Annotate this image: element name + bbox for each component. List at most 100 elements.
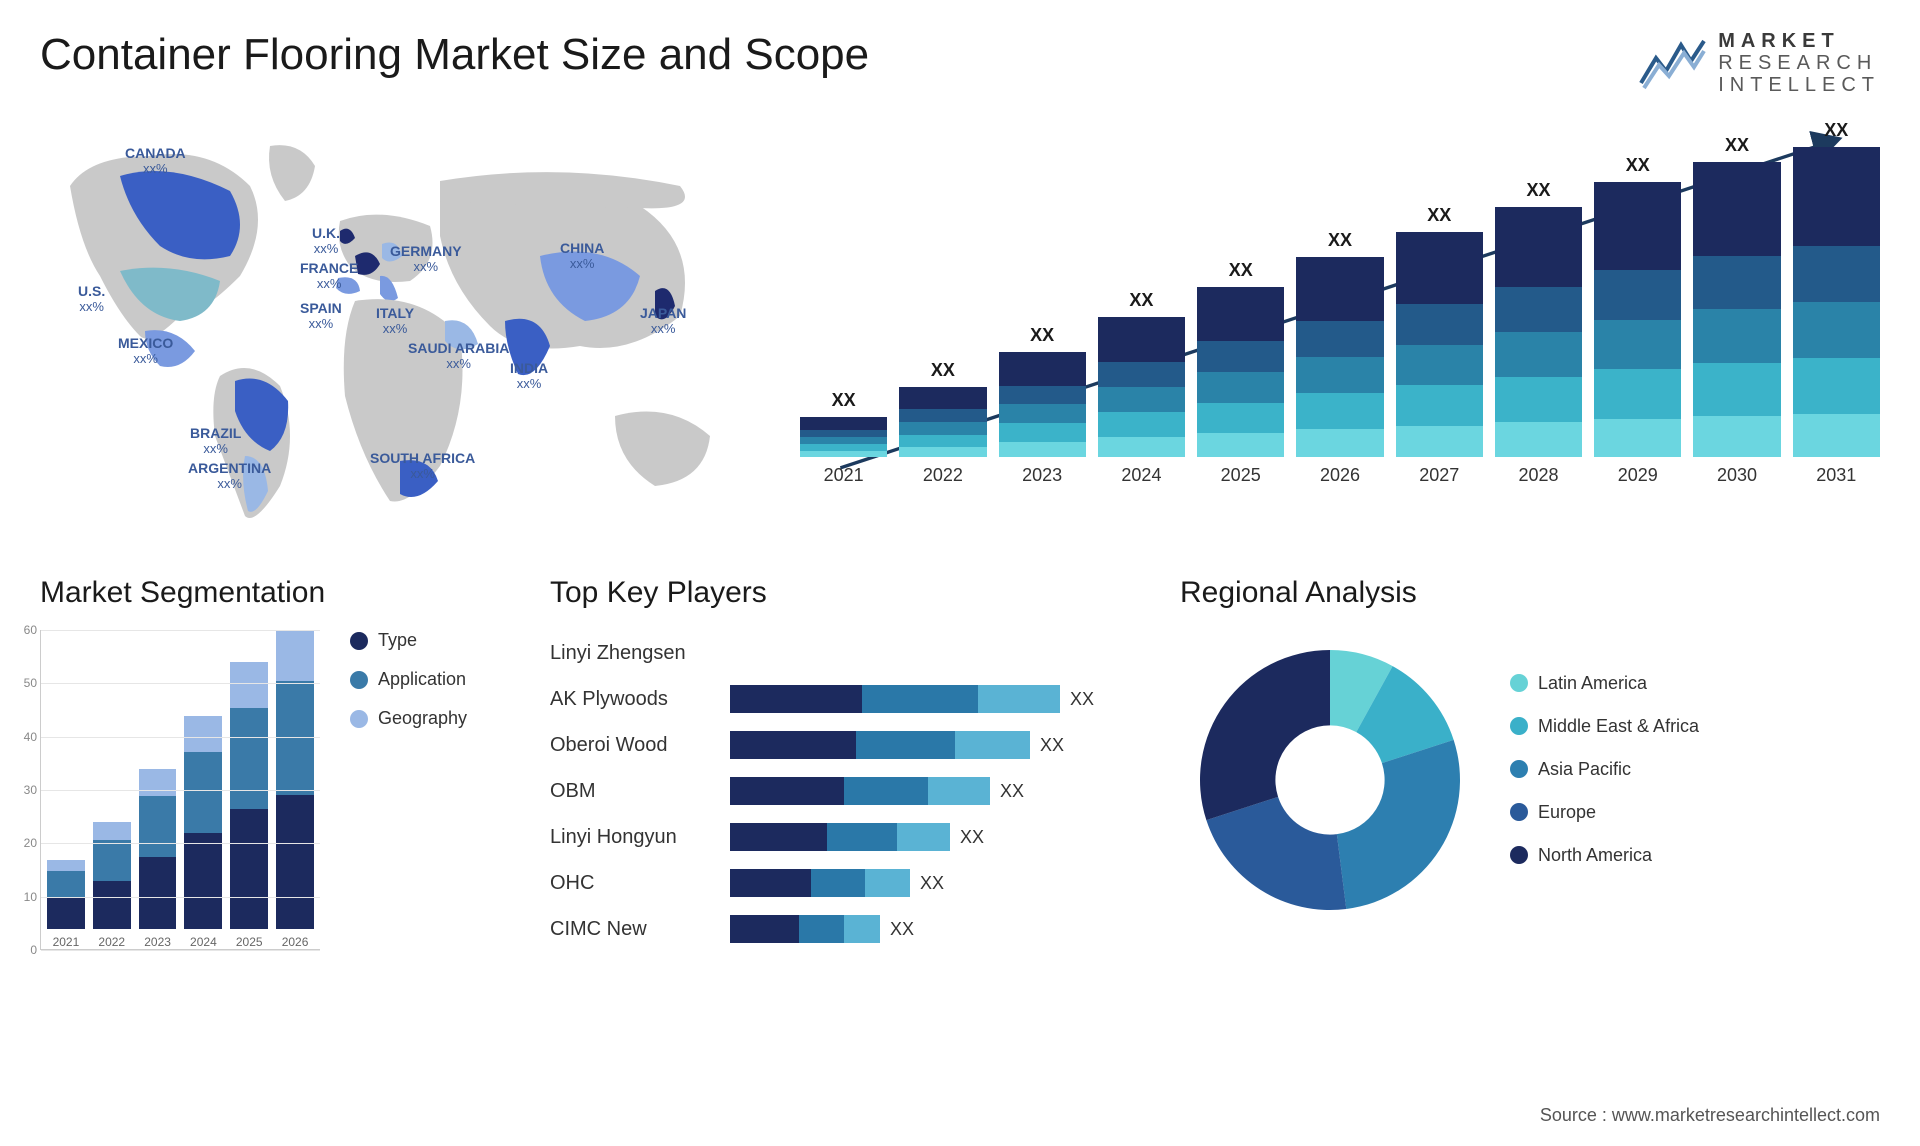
player-bar-row: XX	[730, 676, 1130, 722]
regional-legend-item: Europe	[1510, 802, 1699, 823]
legend-dot	[1510, 846, 1528, 864]
seg-ytick: 20	[24, 836, 37, 850]
players-labels: Linyi ZhengsenAK PlywoodsOberoi WoodOBML…	[550, 630, 730, 952]
map-label-argentina: ARGENTINAxx%	[188, 461, 271, 492]
growth-bar-2027: XX 2027	[1396, 205, 1483, 486]
seg-year-label: 2022	[98, 935, 125, 949]
legend-dot	[350, 632, 368, 650]
growth-year-label: 2024	[1121, 465, 1161, 486]
legend-label: Europe	[1538, 802, 1596, 823]
legend-label: Geography	[378, 708, 467, 729]
player-value: XX	[890, 919, 914, 940]
seg-ytick: 10	[24, 890, 37, 904]
segmentation-legend: Type Application Geography	[350, 630, 467, 950]
seg-ytick: 0	[30, 943, 37, 957]
growth-year-label: 2027	[1419, 465, 1459, 486]
seg-bar-2025: 2025	[230, 662, 268, 949]
legend-label: North America	[1538, 845, 1652, 866]
segmentation-title: Market Segmentation	[40, 576, 500, 610]
seg-bar-2021: 2021	[47, 860, 85, 949]
regional-title: Regional Analysis	[1180, 576, 1880, 610]
player-name: AK Plywoods	[550, 676, 730, 722]
growth-bar-2030: XX2030	[1693, 135, 1780, 486]
players-title: Top Key Players	[550, 576, 1130, 610]
growth-bar-label: XX	[1427, 205, 1451, 226]
regional-donut	[1180, 630, 1480, 930]
player-value: XX	[1040, 735, 1064, 756]
growth-year-label: 2029	[1618, 465, 1658, 486]
seg-legend-item: Geography	[350, 708, 467, 729]
brand-logo: MARKET RESEARCH INTELLECT	[1636, 30, 1880, 96]
growth-bar-label: XX	[1526, 180, 1550, 201]
donut-slice	[1206, 797, 1346, 910]
seg-bar-2023: 2023	[139, 769, 177, 949]
regional-legend-item: Asia Pacific	[1510, 759, 1699, 780]
legend-dot	[1510, 803, 1528, 821]
legend-dot	[1510, 717, 1528, 735]
seg-ytick: 30	[24, 783, 37, 797]
logo-line1: MARKET	[1718, 30, 1880, 52]
map-label-canada: CANADAxx%	[125, 146, 186, 177]
growth-bar-2021: XX2021	[800, 390, 887, 486]
seg-year-label: 2024	[190, 935, 217, 949]
player-name: Linyi Zhengsen	[550, 630, 730, 676]
seg-year-label: 2026	[282, 935, 309, 949]
legend-dot	[1510, 760, 1528, 778]
growth-bar-2029: XX 2029	[1594, 155, 1681, 486]
seg-legend-item: Application	[350, 669, 467, 690]
growth-year-label: 2022	[923, 465, 963, 486]
player-name: CIMC New	[550, 906, 730, 952]
growth-bar-label: XX	[1824, 120, 1848, 141]
seg-year-label: 2021	[53, 935, 80, 949]
map-label-u.k.: U.K.xx%	[312, 226, 340, 257]
legend-label: Application	[378, 669, 466, 690]
seg-ytick: 50	[24, 676, 37, 690]
seg-ytick: 40	[24, 730, 37, 744]
regional-legend: Latin America Middle East & Africa Asia Pa…	[1510, 673, 1699, 888]
logo-icon	[1636, 33, 1706, 93]
legend-label: Middle East & Africa	[1538, 716, 1699, 737]
growth-bar-2024: XX 2024	[1098, 290, 1185, 486]
seg-year-label: 2025	[236, 935, 263, 949]
player-bar-row: XX	[730, 768, 1130, 814]
players-bars: XXXXXXXXXXXX	[730, 630, 1130, 952]
player-value: XX	[1000, 781, 1024, 802]
player-name: Oberoi Wood	[550, 722, 730, 768]
player-name: OHC	[550, 860, 730, 906]
growth-bar-label: XX	[832, 390, 856, 411]
seg-legend-item: Type	[350, 630, 467, 651]
map-label-italy: ITALYxx%	[376, 306, 414, 337]
seg-bar-2024: 2024	[184, 716, 222, 949]
growth-bar-label: XX	[1030, 325, 1054, 346]
growth-bar-2023: XX2023	[999, 325, 1086, 486]
map-label-india: INDIAxx%	[510, 361, 548, 392]
player-bar-row: XX	[730, 722, 1130, 768]
logo-line3: INTELLECT	[1718, 74, 1880, 96]
growth-bar-label: XX	[1129, 290, 1153, 311]
player-name: OBM	[550, 768, 730, 814]
players-panel: Top Key Players Linyi ZhengsenAK Plywood…	[550, 576, 1130, 1016]
player-bar-row: XX	[730, 906, 1130, 952]
map-label-germany: GERMANYxx%	[390, 244, 462, 275]
growth-bar-2026: XX2026	[1296, 230, 1383, 486]
map-label-china: CHINAxx%	[560, 241, 604, 272]
legend-dot	[1510, 674, 1528, 692]
growth-year-label: 2025	[1221, 465, 1261, 486]
regional-legend-item: Latin America	[1510, 673, 1699, 694]
logo-line2: RESEARCH	[1718, 52, 1880, 74]
legend-dot	[350, 710, 368, 728]
player-name: Linyi Hongyun	[550, 814, 730, 860]
seg-year-label: 2023	[144, 935, 171, 949]
legend-label: Type	[378, 630, 417, 651]
player-value: XX	[960, 827, 984, 848]
growth-bar-2025: XX 2025	[1197, 260, 1284, 486]
growth-bar-2031: XX2031	[1793, 120, 1880, 486]
map-label-spain: SPAINxx%	[300, 301, 342, 332]
growth-bar-label: XX	[1626, 155, 1650, 176]
growth-bar-label: XX	[1229, 260, 1253, 281]
donut-slice	[1200, 650, 1330, 820]
map-label-u.s.: U.S.xx%	[78, 284, 105, 315]
growth-bar-label: XX	[931, 360, 955, 381]
growth-bar-label: XX	[1725, 135, 1749, 156]
map-label-mexico: MEXICOxx%	[118, 336, 173, 367]
